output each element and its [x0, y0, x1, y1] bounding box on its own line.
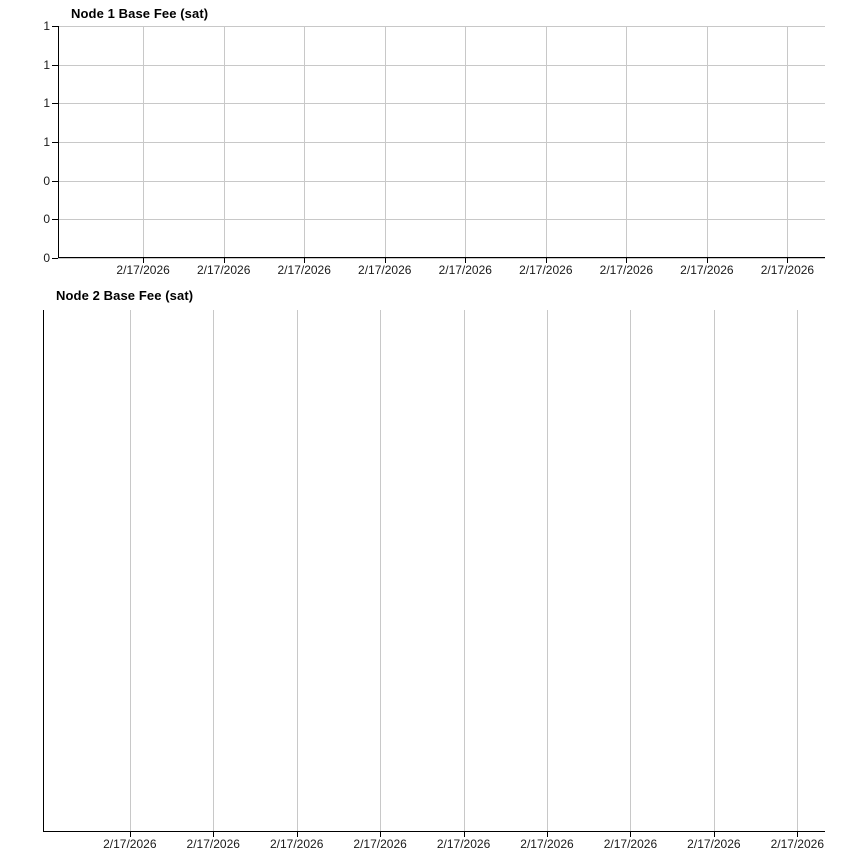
- y-axis-tick: [52, 258, 58, 259]
- gridline-vertical: [129, 310, 131, 832]
- x-axis-tick-label: 2/17/2026: [353, 837, 407, 851]
- gridline-vertical: [304, 26, 306, 258]
- gridline-vertical: [787, 26, 789, 258]
- x-axis-tick-label: 2/17/2026: [770, 837, 825, 851]
- y-axis-tick-label: 1: [43, 57, 50, 72]
- x-axis-tick: [143, 258, 145, 263]
- gridline-vertical: [223, 26, 225, 258]
- x-axis-tick: [223, 258, 225, 263]
- gridline-vertical: [713, 310, 715, 832]
- x-axis-tick-label: 2/17/2026: [519, 263, 573, 277]
- x-axis-tick: [706, 258, 708, 263]
- gridline-vertical: [143, 26, 145, 258]
- gridline-vertical: [465, 26, 467, 258]
- x-axis-tick-label: 2/17/2026: [196, 263, 251, 277]
- gridline-horizontal: [58, 142, 825, 143]
- x-axis-tick: [797, 832, 799, 837]
- gridline-horizontal: [58, 64, 825, 66]
- x-axis-tick: [380, 832, 382, 837]
- x-axis-tick: [296, 832, 298, 837]
- x-axis-tick: [304, 258, 306, 263]
- x-axis-tick-label: 2/17/2026: [269, 837, 324, 851]
- gridline-vertical: [546, 310, 548, 832]
- chart-panel-node-2: Node 2 Base Fee (sat) 2/17/2026 2/17/2026…: [0, 283, 860, 850]
- gridline-horizontal: [58, 258, 825, 259]
- gridline-vertical: [384, 26, 386, 258]
- x-axis-tick-label: 2/17/2026: [186, 837, 240, 851]
- gridline-vertical: [463, 310, 465, 832]
- x-axis-tick-label: 2/17/2026: [438, 263, 492, 277]
- chart-panel-node-1: Node 1 Base Fee (sat) 1 1 1 1 0 0 0 2/17/2026 2…: [0, 0, 860, 290]
- gridline-horizontal: [58, 219, 825, 221]
- x-axis-tick-label: 2/17/2026: [436, 837, 491, 851]
- chart-title-node-1: Node 1 Base Fee (sat): [71, 6, 209, 21]
- y-axis-tick-label: 0: [43, 173, 50, 188]
- gridline-horizontal: [58, 180, 825, 182]
- y-axis-tick-label: 0: [43, 251, 50, 265]
- x-axis-tick: [546, 832, 548, 837]
- gridline-vertical: [296, 310, 298, 832]
- y-axis-tick: [52, 142, 58, 143]
- y-axis-tick-label: 1: [43, 19, 50, 33]
- y-axis-tick: [52, 103, 58, 105]
- y-axis-tick: [52, 219, 58, 221]
- gridline-vertical: [630, 310, 632, 832]
- plot-area-node-1: 1 1 1 1 0 0 0 2/17/2026 2/17/2026 2/17/2026 2/17/…: [43, 20, 825, 276]
- x-axis-tick: [463, 832, 465, 837]
- gridline-horizontal: [58, 103, 825, 105]
- gridline-vertical: [797, 310, 799, 832]
- x-axis-tick-label: 2/17/2026: [277, 263, 331, 277]
- x-axis-tick: [787, 258, 789, 263]
- x-axis-line: [58, 257, 825, 258]
- x-axis-tick: [384, 258, 386, 263]
- x-axis-tick-label: 2/17/2026: [103, 837, 157, 851]
- x-axis-tick: [213, 832, 215, 837]
- x-axis-tick: [626, 258, 628, 263]
- x-axis-tick-label: 2/17/2026: [358, 263, 412, 277]
- x-axis-tick-label: 2/17/2026: [116, 263, 170, 277]
- x-axis-tick-label: 2/17/2026: [520, 837, 574, 851]
- gridline-vertical: [706, 26, 708, 258]
- y-axis-line: [58, 26, 59, 258]
- gridline-horizontal: [58, 26, 825, 27]
- chart-title-node-2: Node 2 Base Fee (sat): [56, 288, 194, 303]
- y-axis-line: [43, 310, 44, 832]
- gridline-vertical: [626, 26, 628, 258]
- y-axis-tick-label: 1: [43, 135, 50, 149]
- y-axis-tick-label: 0: [43, 212, 50, 227]
- x-axis-tick-label: 2/17/2026: [687, 837, 741, 851]
- x-axis-tick: [465, 258, 467, 263]
- gridline-vertical: [213, 310, 215, 832]
- gridline-vertical: [380, 310, 382, 832]
- x-axis-tick-label: 2/17/2026: [680, 263, 734, 277]
- y-axis-tick: [52, 180, 58, 182]
- gridline-vertical: [545, 26, 547, 258]
- y-axis-tick: [52, 64, 58, 66]
- x-axis-tick-label: 2/17/2026: [599, 263, 654, 277]
- x-axis-line: [43, 831, 825, 832]
- y-axis-tick-label: 1: [43, 96, 50, 111]
- x-axis-tick: [129, 832, 131, 837]
- x-axis-tick: [713, 832, 715, 837]
- plot-area-node-2: 2/17/2026 2/17/2026 2/17/2026 2/17/2026 2/17…: [43, 310, 825, 850]
- x-axis-tick-label: 2/17/2026: [603, 837, 658, 851]
- x-axis-tick-label: 2/17/2026: [760, 263, 815, 277]
- x-axis-tick: [630, 832, 632, 837]
- x-axis-tick: [545, 258, 547, 263]
- y-axis-tick: [52, 26, 58, 27]
